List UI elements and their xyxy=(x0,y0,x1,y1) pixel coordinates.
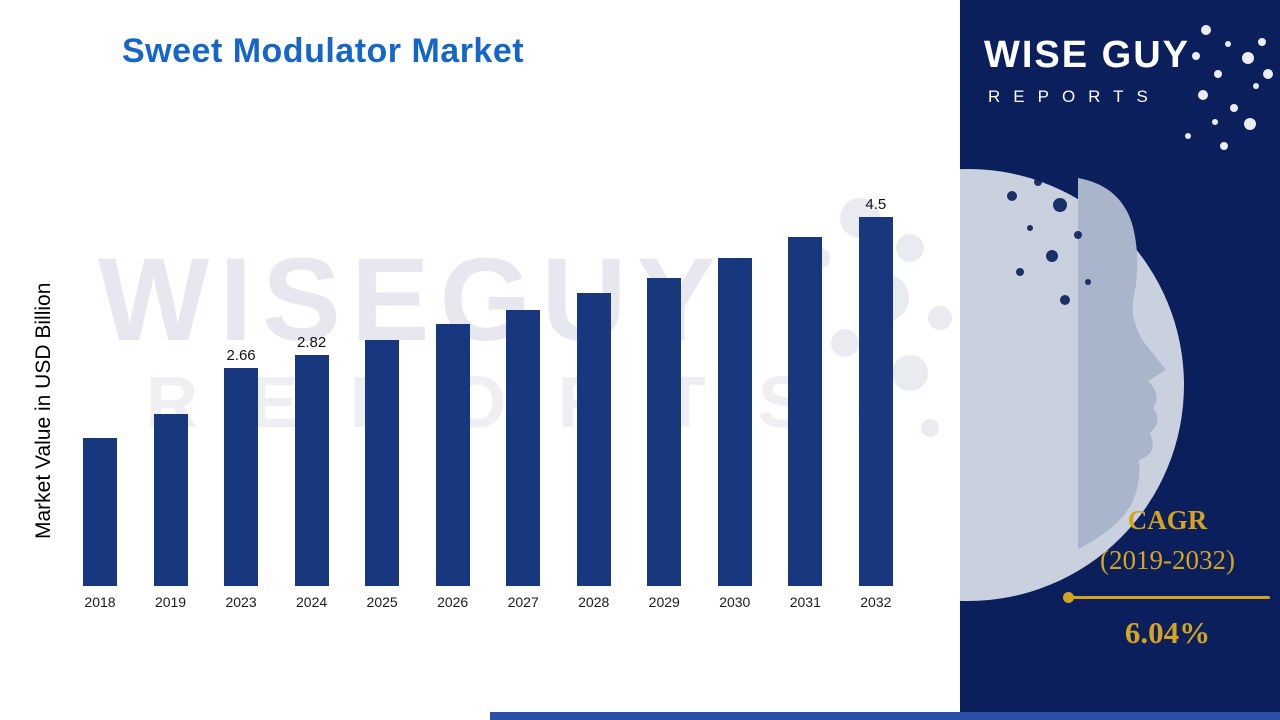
cagr-range: (2019-2032) xyxy=(1100,545,1235,575)
bar-group: 2019 xyxy=(139,392,203,611)
bar-2025 xyxy=(365,340,400,586)
cagr-block: CAGR (2019-2032) 6.04% xyxy=(1063,505,1270,651)
bar-2030 xyxy=(717,258,752,586)
brand-logo-subtitle: REPORTS xyxy=(988,87,1161,106)
brand-logo: WISE GUY REPORTS xyxy=(984,34,1190,107)
cagr-value: 6.04% xyxy=(1124,615,1211,650)
x-axis-tick-label: 2023 xyxy=(225,594,257,610)
x-axis-tick-label: 2027 xyxy=(507,594,539,610)
x-axis-tick-label: 2032 xyxy=(860,594,892,610)
profile-face-icon xyxy=(960,25,1273,601)
bar-group: 2028 xyxy=(562,271,626,611)
bar-2028 xyxy=(576,293,611,586)
bar-2018 xyxy=(83,438,117,586)
bar-group: 2026 xyxy=(421,302,485,611)
bar-2023 xyxy=(224,368,259,586)
x-axis-tick-label: 2025 xyxy=(366,594,398,610)
x-axis-tick-label: 2026 xyxy=(437,594,469,610)
bar-group: 2031 xyxy=(773,215,837,611)
bar-group: 2018 xyxy=(68,416,132,611)
bottom-accent-bar xyxy=(490,712,1280,720)
bar-group: 2.82 2024 xyxy=(280,333,344,611)
y-axis-label: Market Value in USD Billion xyxy=(32,282,55,539)
x-axis-tick-label: 2019 xyxy=(154,594,187,610)
cagr-underline xyxy=(1063,592,1270,603)
bar-group: 4.5 2032 xyxy=(844,195,908,611)
cagr-line-dot-icon xyxy=(1063,592,1074,603)
bar-group: 2025 xyxy=(350,318,414,611)
bar-2024 xyxy=(294,355,329,586)
cagr-label: CAGR xyxy=(1127,505,1208,535)
x-axis-tick-label: 2030 xyxy=(719,594,751,610)
bar-2027 xyxy=(506,310,541,586)
bar-group: 2029 xyxy=(632,256,696,611)
bar-group: 2030 xyxy=(703,236,767,611)
chart-title: Sweet Modulator Market xyxy=(122,32,525,70)
bar-2029 xyxy=(647,278,682,586)
bar-value-label: 2.66 xyxy=(226,347,256,364)
bar-2031 xyxy=(788,237,823,586)
x-axis-tick-label: 2031 xyxy=(789,594,821,610)
bar-value-label: 2.82 xyxy=(296,334,327,351)
watermark-line1: WISEGUY xyxy=(98,234,726,366)
x-axis-tick-label: 2018 xyxy=(84,594,116,610)
x-axis-tick-label: 2024 xyxy=(296,594,328,610)
x-axis-tick-label: 2029 xyxy=(648,594,680,610)
bar-value-label: 4.5 xyxy=(865,196,887,213)
brand-panel: WISE GUY REPORTS CAGR (2019-2032) 6.04% xyxy=(960,0,1280,720)
bar-2019 xyxy=(153,414,188,586)
bar-group: 2.66 2023 xyxy=(209,346,273,611)
bar-chart: 2018 2019 2.66 2023 2.82 2024 2025 2026 2027 2028… xyxy=(68,185,908,611)
bar-2032 xyxy=(858,217,893,586)
bar-group: 2027 xyxy=(491,288,555,611)
bar-2026 xyxy=(435,324,470,586)
brand-logo-name: WISE GUY xyxy=(984,34,1191,76)
x-axis-tick-label: 2028 xyxy=(578,594,610,610)
